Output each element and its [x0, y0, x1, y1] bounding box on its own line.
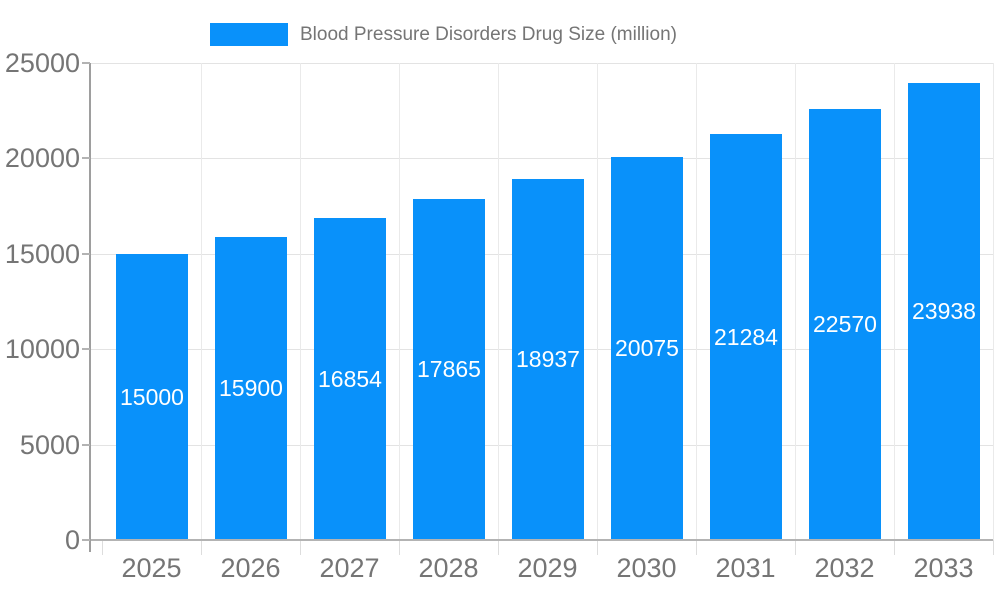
v-gridline	[498, 63, 499, 540]
bar-2032: 22570	[809, 109, 881, 540]
bar-value-label: 17865	[417, 356, 481, 382]
bar-value-label: 22570	[813, 311, 877, 337]
legend-swatch	[210, 23, 288, 46]
x-axis-tick	[201, 540, 202, 555]
v-gridline	[696, 63, 697, 540]
bar-2033: 23938	[908, 83, 980, 540]
y-tick-label: 10000	[4, 334, 80, 364]
legend-label: Blood Pressure Disorders Drug Size (mill…	[300, 24, 677, 45]
x-tick-label: 2026	[220, 553, 281, 583]
y-axis-tick	[82, 348, 90, 350]
bar-2031: 21284	[710, 134, 782, 540]
y-axis-tick	[82, 157, 90, 159]
y-axis-tick	[82, 444, 90, 446]
x-tick-label: 2025	[121, 553, 182, 583]
v-gridline	[993, 63, 994, 540]
x-tick-label: 2027	[319, 553, 380, 583]
bar-2029: 18937	[512, 179, 584, 540]
x-axis-tick	[300, 540, 301, 555]
bar-value-label: 16854	[318, 365, 382, 392]
x-axis-tick	[498, 540, 499, 555]
x-tick-label: 2031	[715, 553, 776, 583]
bar-2025: 15000	[116, 254, 188, 540]
bar-2030: 20075	[611, 157, 683, 540]
v-gridline	[894, 63, 895, 540]
x-axis-baseline	[90, 539, 993, 541]
x-tick-label: 2028	[418, 553, 479, 583]
h-gridline	[90, 63, 993, 64]
legend: Blood Pressure Disorders Drug Size (mill…	[210, 23, 677, 46]
y-tick-label: 0	[64, 525, 80, 555]
x-axis-tick	[102, 540, 103, 555]
v-gridline	[399, 63, 400, 540]
bar-2026: 15900	[215, 237, 287, 540]
x-axis-tick	[993, 540, 994, 555]
bar-value-label: 15900	[219, 375, 283, 401]
bar-value-label: 20075	[615, 335, 679, 361]
x-axis-tick	[399, 540, 400, 555]
y-tick-label: 5000	[19, 430, 80, 460]
y-tick-label: 25000	[4, 48, 80, 78]
x-axis-tick	[696, 540, 697, 555]
y-tick-label: 15000	[4, 239, 80, 269]
v-gridline	[201, 63, 202, 540]
bar-2028: 17865	[413, 199, 485, 540]
bar-value-label: 15000	[120, 383, 184, 410]
x-tick-label: 2032	[814, 553, 875, 583]
x-tick-label: 2029	[517, 553, 578, 583]
bar-2027: 16854	[314, 218, 386, 540]
y-axis-tick	[82, 539, 90, 541]
x-tick-label: 2033	[913, 553, 974, 583]
bar-value-label: 21284	[714, 323, 778, 350]
v-gridline	[795, 63, 796, 540]
bar-value-label: 18937	[516, 346, 580, 372]
x-axis-tick	[795, 540, 796, 555]
h-gridline	[90, 158, 993, 159]
v-gridline	[300, 63, 301, 540]
y-axis-line	[89, 63, 91, 552]
bar-value-label: 23938	[912, 298, 976, 324]
x-axis-tick	[894, 540, 895, 555]
x-axis-tick	[597, 540, 598, 555]
v-gridline	[597, 63, 598, 540]
x-tick-label: 2030	[616, 553, 677, 583]
y-axis-tick	[82, 62, 90, 64]
y-axis-tick	[82, 253, 90, 255]
y-tick-label: 20000	[4, 143, 80, 173]
